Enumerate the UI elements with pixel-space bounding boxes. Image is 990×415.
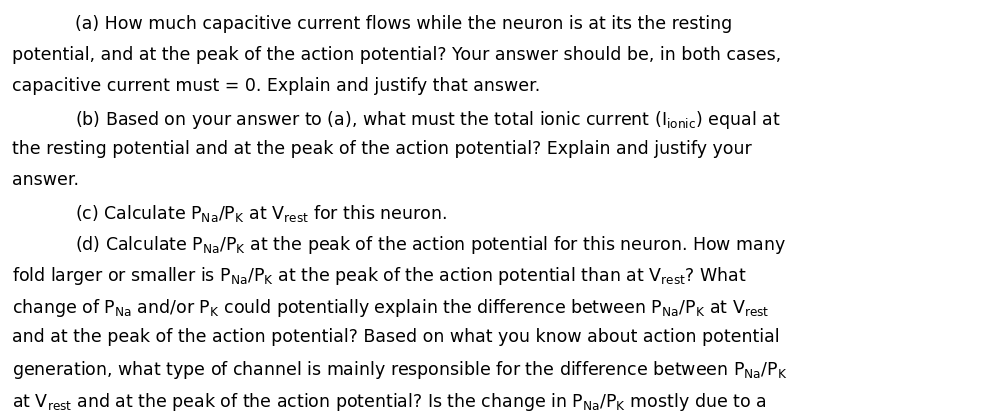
Text: (c) Calculate P$_{\mathregular{Na}}$/P$_{\mathregular{K}}$ at V$_{\mathregular{r: (c) Calculate P$_{\mathregular{Na}}$/P$_… bbox=[75, 203, 447, 224]
Text: potential, and at the peak of the action potential? Your answer should be, in bo: potential, and at the peak of the action… bbox=[12, 46, 781, 64]
Text: capacitive current must = 0. Explain and justify that answer.: capacitive current must = 0. Explain and… bbox=[12, 77, 541, 95]
Text: generation, what type of channel is mainly responsible for the difference betwee: generation, what type of channel is main… bbox=[12, 359, 787, 381]
Text: at V$_{\mathregular{rest}}$ and at the peak of the action potential? Is the chan: at V$_{\mathregular{rest}}$ and at the p… bbox=[12, 391, 766, 413]
Text: the resting potential and at the peak of the action potential? Explain and justi: the resting potential and at the peak of… bbox=[12, 140, 751, 158]
Text: (d) Calculate P$_{\mathregular{Na}}$/P$_{\mathregular{K}}$ at the peak of the ac: (d) Calculate P$_{\mathregular{Na}}$/P$_… bbox=[75, 234, 786, 256]
Text: fold larger or smaller is P$_{\mathregular{Na}}$/P$_{\mathregular{K}}$ at the pe: fold larger or smaller is P$_{\mathregul… bbox=[12, 265, 746, 287]
Text: answer.: answer. bbox=[12, 171, 79, 189]
Text: change of P$_{\mathregular{Na}}$ and/or P$_{\mathregular{K}}$ could potentially : change of P$_{\mathregular{Na}}$ and/or … bbox=[12, 296, 769, 319]
Text: (a) How much capacitive current flows while the neuron is at its the resting: (a) How much capacitive current flows wh… bbox=[75, 15, 733, 32]
Text: (b) Based on your answer to (a), what must the total ionic current (I$_{\mathreg: (b) Based on your answer to (a), what mu… bbox=[75, 109, 781, 131]
Text: and at the peak of the action potential? Based on what you know about action pot: and at the peak of the action potential?… bbox=[12, 328, 779, 346]
